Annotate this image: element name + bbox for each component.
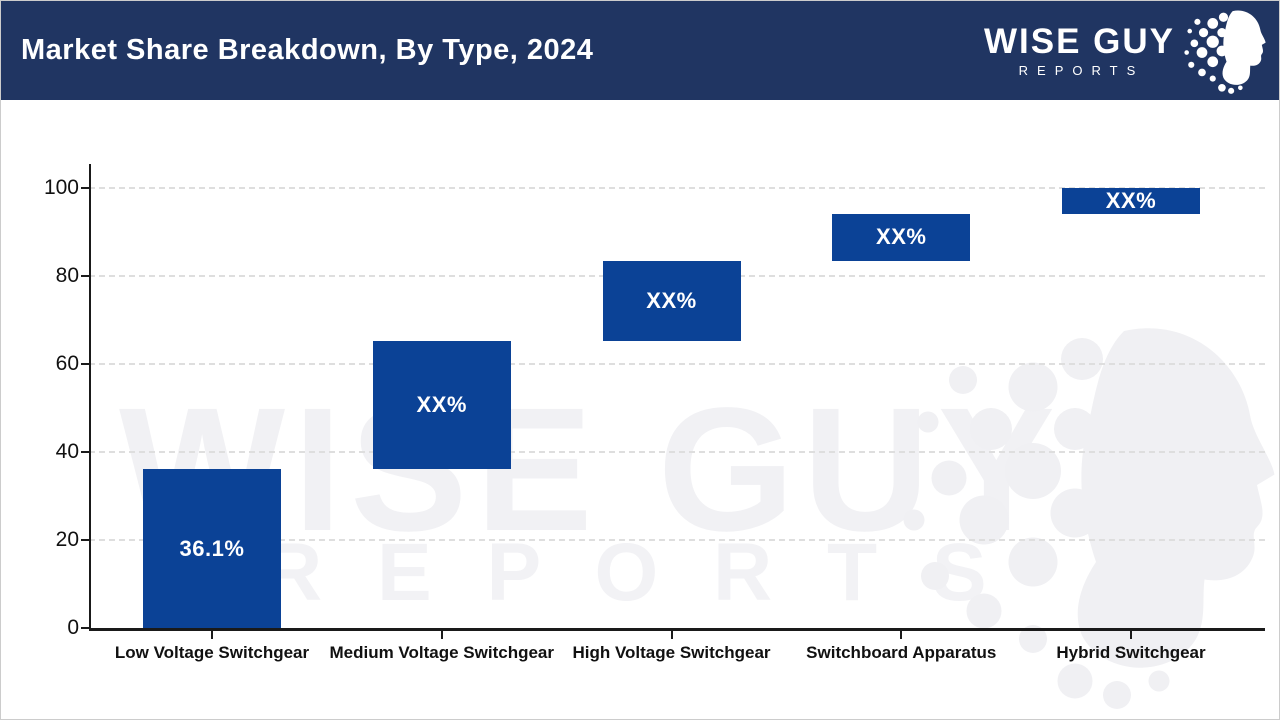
brand-subname: REPORTS [1018, 62, 1145, 78]
y-axis-line [89, 164, 91, 630]
y-tick-0 [81, 627, 89, 629]
bar-value-label-switchboard-apparatus: XX% [876, 224, 927, 250]
watermark-head-icon [903, 328, 1275, 709]
category-label-medium-voltage-switchgear: Medium Voltage Switchgear [329, 643, 554, 662]
y-tick-80 [81, 275, 89, 277]
bar-hybrid-switchgear: XX% [1062, 188, 1200, 214]
x-tick-low-voltage-switchgear [211, 631, 213, 639]
bar-medium-voltage-switchgear: XX% [372, 341, 511, 470]
x-tick-switchboard-apparatus [900, 631, 903, 639]
x-axis-line [89, 628, 1265, 631]
gridline-100 [89, 187, 1265, 189]
header-bar: Market Share Breakdown, By Type, 2024 WI… [1, 1, 1279, 100]
watermark-text-secondary: R E P O R T S [263, 527, 1003, 618]
y-tick-20 [81, 539, 89, 541]
bar-switchboard-apparatus: XX% [832, 213, 971, 262]
x-tick-medium-voltage-switchgear [440, 631, 443, 639]
brand-name: WISE GUY [983, 21, 1175, 61]
bar-value-label-medium-voltage-switchgear: XX% [416, 392, 467, 418]
x-tick-high-voltage-switchgear [670, 631, 673, 639]
category-label-switchboard-apparatus: Switchboard Apparatus [806, 643, 997, 662]
y-tick-label-0: 0 [67, 616, 79, 639]
y-tick-label-20: 20 [55, 528, 79, 551]
y-tick-label-40: 40 [55, 440, 79, 463]
bar-high-voltage-switchgear: XX% [602, 261, 741, 342]
head-profile-icon [1184, 10, 1266, 94]
bar-value-label-high-voltage-switchgear: XX% [646, 288, 697, 314]
y-tick-100 [81, 187, 89, 189]
category-label-hybrid-switchgear: Hybrid Switchgear [1056, 643, 1206, 662]
gridline-40 [89, 451, 1265, 453]
y-tick-label-60: 60 [55, 352, 79, 375]
bar-value-label-hybrid-switchgear: XX% [1105, 187, 1157, 213]
page-title: Market Share Breakdown, By Type, 2024 [21, 34, 594, 66]
y-tick-label-100: 100 [43, 176, 79, 199]
bar-low-voltage-switchgear: 36.1% [143, 469, 281, 628]
y-tick-60 [81, 363, 89, 365]
x-tick-hybrid-switchgear [1130, 631, 1132, 639]
brand-wordmark: WISE GUY REPORTS [984, 24, 1175, 78]
category-label-high-voltage-switchgear: High Voltage Switchgear [572, 643, 771, 662]
brand-logo: WISE GUY REPORTS [984, 5, 1271, 97]
category-label-low-voltage-switchgear: Low Voltage Switchgear [114, 643, 310, 662]
chart-area: WISE GUY R E P O R T S 0 20 40 60 80 100 36.1%… [1, 100, 1279, 719]
y-tick-label-80: 80 [55, 264, 79, 287]
y-tick-40 [81, 451, 89, 453]
gridline-60 [89, 363, 1265, 365]
bar-value-label-low-voltage-switchgear: 36.1% [179, 535, 245, 561]
gridline-20 [89, 539, 1265, 541]
